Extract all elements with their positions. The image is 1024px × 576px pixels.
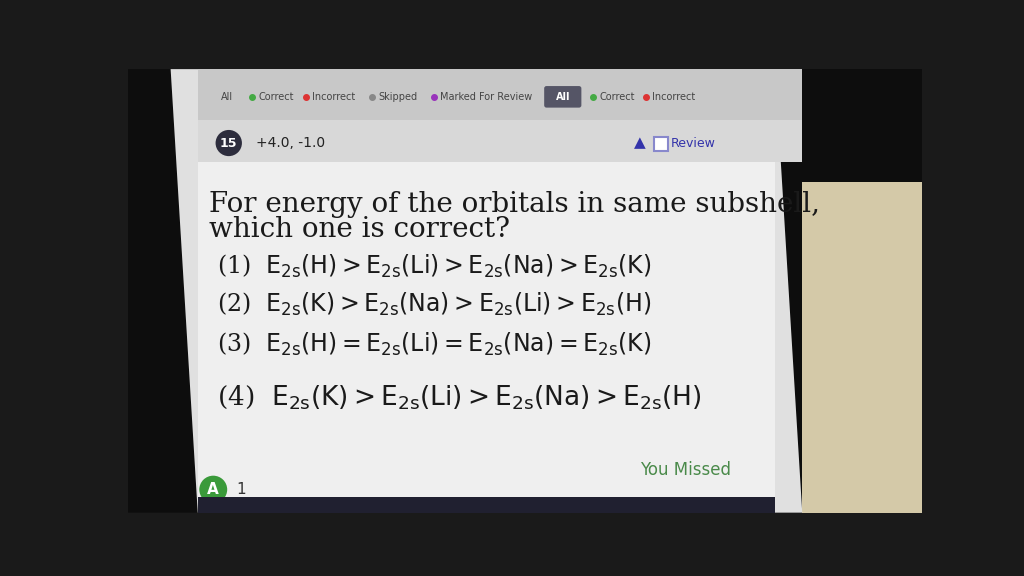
Text: 1: 1 bbox=[237, 482, 246, 497]
Text: (1)  $\mathrm{E_{2s}(H) > E_{2s}(Li) > E_{2s}(Na) > E_{2s}(K)}$: (1) $\mathrm{E_{2s}(H) > E_{2s}(Li) > E_… bbox=[217, 253, 651, 280]
FancyBboxPatch shape bbox=[198, 162, 775, 513]
Polygon shape bbox=[802, 181, 922, 513]
Circle shape bbox=[216, 130, 242, 156]
Polygon shape bbox=[171, 69, 802, 513]
Polygon shape bbox=[775, 69, 922, 513]
Text: Correct: Correct bbox=[599, 92, 635, 102]
Text: 15: 15 bbox=[220, 137, 238, 150]
Text: Marked For Review: Marked For Review bbox=[440, 92, 532, 102]
Text: All: All bbox=[556, 92, 570, 102]
Text: Skipped: Skipped bbox=[378, 92, 418, 102]
Text: Review: Review bbox=[671, 137, 716, 150]
Text: (4)  $\mathrm{E_{2s}(K) > E_{2s}(Li) > E_{2s}(Na) > E_{2s}(H)}$: (4) $\mathrm{E_{2s}(K) > E_{2s}(Li) > E_… bbox=[217, 383, 701, 411]
Polygon shape bbox=[198, 69, 802, 120]
Text: All: All bbox=[221, 92, 233, 102]
FancyBboxPatch shape bbox=[544, 86, 582, 108]
Text: You Missed: You Missed bbox=[640, 461, 731, 479]
Text: Incorrect: Incorrect bbox=[652, 92, 695, 102]
Text: ▲: ▲ bbox=[634, 135, 645, 150]
Polygon shape bbox=[128, 69, 198, 513]
Circle shape bbox=[200, 476, 227, 503]
FancyBboxPatch shape bbox=[198, 497, 775, 513]
Polygon shape bbox=[198, 120, 802, 162]
Text: (3)  $\mathrm{E_{2s}(H) = E_{2s}(Li) = E_{2s}(Na) = E_{2s}(K)}$: (3) $\mathrm{E_{2s}(H) = E_{2s}(Li) = E_… bbox=[217, 331, 651, 358]
Text: Incorrect: Incorrect bbox=[312, 92, 355, 102]
Text: which one is correct?: which one is correct? bbox=[209, 216, 510, 242]
Text: A: A bbox=[208, 482, 219, 497]
Text: (2)  $\mathrm{E_{2s}(K) > E_{2s}(Na) > E_{2s}(Li) > E_{2s}(H)}$: (2) $\mathrm{E_{2s}(K) > E_{2s}(Na) > E_… bbox=[217, 291, 651, 319]
Text: +4.0, -1.0: +4.0, -1.0 bbox=[256, 136, 325, 150]
Text: For energy of the orbitals in same subshell,: For energy of the orbitals in same subsh… bbox=[209, 191, 820, 218]
FancyBboxPatch shape bbox=[654, 137, 669, 151]
Text: Correct: Correct bbox=[258, 92, 294, 102]
